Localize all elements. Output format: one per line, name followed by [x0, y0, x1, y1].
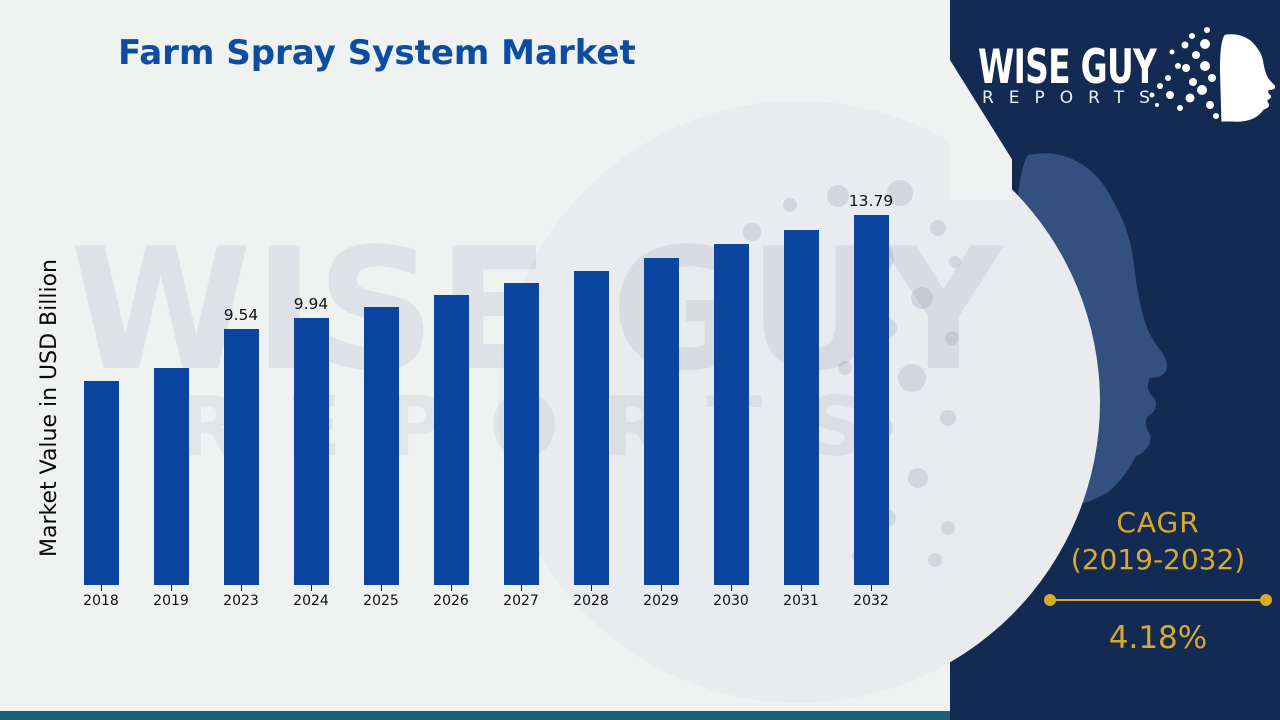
logo-dot [1200, 39, 1210, 49]
logo-dot [1206, 101, 1214, 109]
watermark-dot [887, 180, 913, 206]
logo-dot [1175, 63, 1181, 69]
logo-dot [1181, 41, 1189, 49]
x-tick-label: 2031 [783, 593, 819, 609]
logo-dot [1169, 49, 1175, 55]
page-title: Farm Spray System Market [118, 33, 636, 73]
bar-2024 [293, 318, 329, 585]
logo-wordmark: WISE GUY [978, 40, 1157, 95]
bar-2030 [713, 244, 749, 585]
watermark-dot [908, 468, 928, 488]
bar-2025 [363, 307, 399, 585]
x-axis-tick [521, 585, 522, 591]
watermark-dot [827, 185, 849, 207]
bar-value-label: 13.79 [848, 192, 894, 210]
logo-dot [1177, 105, 1183, 111]
wiseguy-logo: WISE GUY REPORTS [972, 36, 1272, 126]
bottom-teal-strip [0, 711, 1280, 720]
divider-dot-right [1260, 594, 1272, 606]
bar-2032 [853, 215, 889, 585]
watermark-dot [941, 521, 955, 535]
cagr-value: 4.18% [1108, 620, 1208, 656]
watermark-dot [945, 331, 959, 345]
bar-2031 [783, 230, 819, 585]
x-tick-label: 2026 [433, 593, 469, 609]
watermark-dot [838, 361, 852, 375]
watermark-dot [940, 410, 956, 426]
logo-dot [1204, 27, 1210, 33]
bar-2019 [153, 368, 189, 585]
bar-2029 [643, 258, 679, 585]
logo-dot [1149, 92, 1155, 98]
x-tick-label: 2024 [293, 593, 329, 609]
divider-line [1050, 599, 1266, 601]
logo-dot [1200, 61, 1210, 71]
x-axis-tick [311, 585, 312, 591]
x-tick-label: 2032 [853, 593, 889, 609]
watermark-dot [743, 223, 761, 241]
logo-dot [1185, 93, 1195, 103]
cagr-label: CAGR [1116, 506, 1200, 539]
bar-2023 [223, 329, 259, 585]
logo-dot [1213, 113, 1219, 119]
watermark-dot [911, 287, 933, 309]
x-tick-label: 2027 [503, 593, 539, 609]
bar-value-label: 9.54 [223, 306, 259, 324]
cagr-divider-line [1044, 594, 1272, 606]
x-axis-tick [731, 585, 732, 591]
watermark-dot [949, 256, 961, 268]
x-axis-tick [661, 585, 662, 591]
bar-2026 [433, 295, 469, 585]
logo-dot [1166, 91, 1174, 99]
x-axis-tick [241, 585, 242, 591]
logo-dot [1155, 103, 1159, 107]
watermark-dot [930, 220, 946, 236]
watermark-dot [928, 553, 942, 567]
watermark-dot [783, 198, 797, 212]
bar-value-label: 9.94 [293, 295, 329, 313]
x-axis-tick [801, 585, 802, 591]
logo-dot [1157, 83, 1163, 89]
x-tick-label: 2028 [573, 593, 609, 609]
x-tick-label: 2025 [363, 593, 399, 609]
x-axis-tick [101, 585, 102, 591]
logo-dot [1192, 51, 1200, 59]
x-axis-tick [171, 585, 172, 591]
cagr-range: (2019-2032) [1070, 543, 1246, 576]
bar-2028 [573, 271, 609, 585]
bar-2018 [83, 381, 119, 585]
x-axis-tick [871, 585, 872, 591]
logo-dot [1189, 33, 1195, 39]
logo-subtext: REPORTS [982, 88, 1165, 108]
watermark-dot [898, 364, 926, 392]
logo-dot [1182, 64, 1190, 72]
x-tick-label: 2019 [153, 593, 189, 609]
cagr-block: CAGR (2019-2032) 4.18% [1040, 506, 1276, 656]
x-tick-label: 2030 [713, 593, 749, 609]
logo-dot [1189, 78, 1197, 86]
logo-dot [1165, 75, 1171, 81]
x-tick-label: 2023 [223, 593, 259, 609]
x-axis-tick [381, 585, 382, 591]
logo-dot [1208, 74, 1216, 82]
logo-dot [1197, 85, 1207, 95]
x-axis-tick [451, 585, 452, 591]
x-tick-label: 2029 [643, 593, 679, 609]
x-tick-label: 2018 [83, 593, 119, 609]
x-axis-tick [591, 585, 592, 591]
bar-2027 [503, 283, 539, 585]
